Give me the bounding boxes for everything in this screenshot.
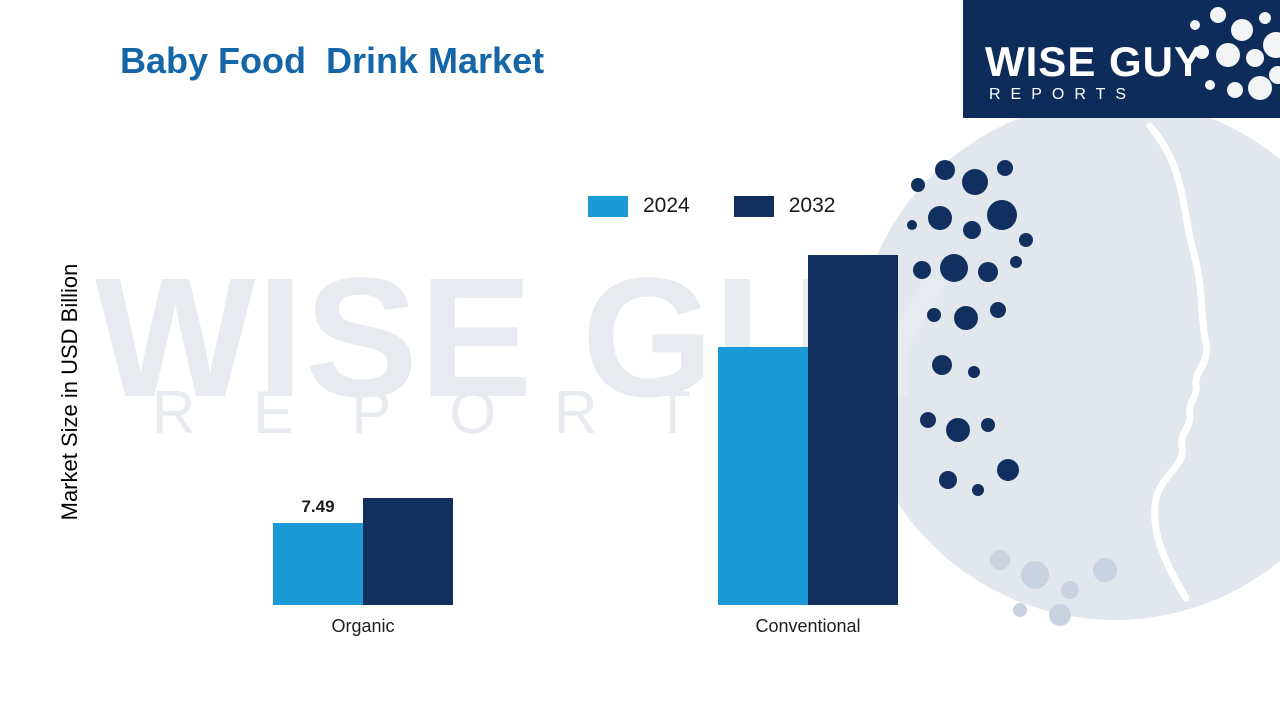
y-axis-label: Market Size in USD Billion — [57, 263, 82, 521]
category-label-conventional: Conventional — [755, 616, 861, 636]
legend-label-2024: 2024 — [643, 194, 690, 217]
bar-group-organic: 7.49 Organic — [273, 253, 453, 636]
legend-swatch-2032 — [733, 195, 774, 217]
category-label-organic: Organic — [331, 616, 395, 636]
bar-organic-2032 — [363, 498, 453, 605]
legend-item-2024: 2024 — [588, 194, 690, 218]
bar-organic-2024: 7.49 — [273, 497, 363, 605]
page-title: Baby Food Drink Market — [120, 40, 545, 81]
legend-label-2032: 2032 — [788, 194, 836, 217]
plot-area: 7.49 Organic Conventional — [0, 253, 1280, 636]
legend-swatch-2024 — [588, 195, 628, 217]
logo-panel: WISE GUY REPORTS — [963, 0, 1280, 118]
logo-subtext: REPORTS — [989, 86, 1137, 103]
legend-item-2032: 2032 — [733, 194, 836, 218]
logo-wordmark: WISE GUY — [985, 38, 1204, 85]
bar-group-conventional: Conventional — [718, 253, 898, 636]
bar-conventional-2024 — [718, 347, 808, 605]
bar-conventional-2032 — [808, 255, 898, 605]
bar-value-label: 7.49 — [301, 497, 335, 516]
chart-legend: 2024 2032 — [588, 194, 835, 218]
